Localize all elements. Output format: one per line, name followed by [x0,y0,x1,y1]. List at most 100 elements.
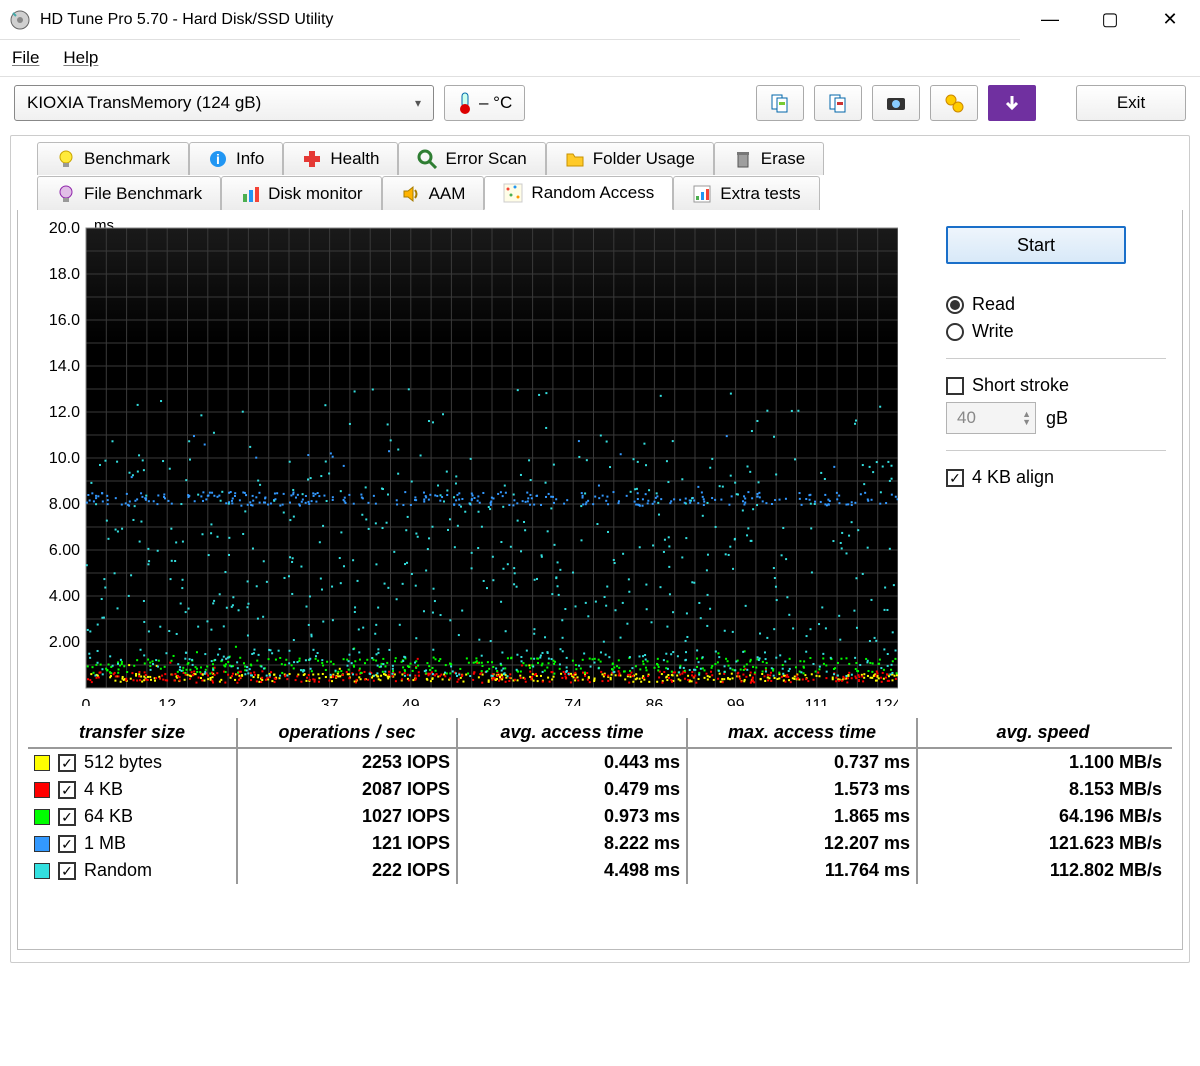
svg-text:0: 0 [82,697,91,706]
row-checkbox[interactable] [58,835,76,853]
row-speed: 121.623 MB/s [918,830,1172,857]
row-speed: 1.100 MB/s [918,749,1172,776]
trash-icon [733,149,753,169]
hdr-avg: avg. access time [458,718,688,747]
copy-info-button[interactable] [756,85,804,121]
window-title: HD Tune Pro 5.70 - Hard Disk/SSD Utility [40,11,1020,29]
svg-text:86: 86 [646,697,664,706]
short-stroke-value[interactable]: 40▲▼ [946,402,1036,434]
hdr-transfer-size: transfer size [28,718,238,747]
svg-text:37: 37 [321,697,339,706]
table-row: 512 bytes 2253 IOPS0.443 ms0.737 ms1.100 … [28,749,1172,776]
tab-aam[interactable]: AAM [382,176,485,210]
tab-erase[interactable]: Erase [714,142,824,175]
close-button[interactable]: ✕ [1140,0,1200,40]
temperature-box: – °C [444,85,525,121]
svg-text:62: 62 [483,697,501,706]
exit-button[interactable]: Exit [1076,85,1186,121]
row-checkbox[interactable] [58,808,76,826]
random-access-chart: ms20.018.016.014.012.010.08.006.004.002.… [28,216,898,706]
tab-row-2: File Benchmark Disk monitor AAM Random A… [17,174,1183,210]
bulb-icon [56,149,76,169]
tests-icon [692,184,712,204]
table-row: 4 KB2087 IOPS0.479 ms1.573 ms8.153 MB/s [28,776,1172,803]
read-radio[interactable]: Read [946,294,1166,315]
tab-disk-monitor[interactable]: Disk monitor [221,176,381,210]
row-ops: 2253 IOPS [238,749,458,776]
series-swatch [34,863,50,879]
thermometer-icon [457,91,473,115]
row-max: 0.737 ms [688,749,918,776]
tab-row-1: Benchmark iInfo Health Error Scan Folder… [17,140,1183,175]
search-icon [417,149,437,169]
radio-icon [946,296,964,314]
main-panel: Benchmark iInfo Health Error Scan Folder… [10,135,1190,963]
series-swatch [34,836,50,852]
menu-file[interactable]: File [12,48,39,68]
controls-zone: Start Read Write Short stroke 40▲▼ gB 4 … [946,216,1172,706]
svg-text:i: i [216,151,220,167]
menubar: File Help [0,40,1200,76]
menu-help[interactable]: Help [63,48,98,68]
tab-benchmark[interactable]: Benchmark [37,142,189,175]
row-label: 64 KB [84,806,133,827]
svg-text:20.0: 20.0 [49,220,80,237]
tab-folder-usage[interactable]: Folder Usage [546,142,714,175]
tab-random-access[interactable]: Random Access [484,176,673,210]
row-label: 4 KB [84,779,123,800]
screenshot-button[interactable] [872,85,920,121]
toolbar: KIOXIA TransMemory (124 gB) ▾ – °C Exit [0,76,1200,129]
short-stroke-check[interactable]: Short stroke [946,375,1166,396]
row-speed: 112.802 MB/s [918,857,1172,884]
info-icon: i [208,149,228,169]
svg-text:111: 111 [805,697,829,706]
row-max: 12.207 ms [688,830,918,857]
hdr-speed: avg. speed [918,718,1172,747]
row-speed: 8.153 MB/s [918,776,1172,803]
device-select-label: KIOXIA TransMemory (124 gB) [27,93,261,113]
svg-text:14.0: 14.0 [49,358,80,375]
row-ops: 222 IOPS [238,857,458,884]
temperature-value: – °C [479,93,512,113]
tab-info[interactable]: iInfo [189,142,283,175]
tab-extra-tests[interactable]: Extra tests [673,176,819,210]
minimize-button[interactable]: — [1020,0,1080,40]
row-avg: 0.479 ms [458,776,688,803]
tab-content: ms20.018.016.014.012.010.08.006.004.002.… [17,210,1183,950]
radio-icon [946,323,964,341]
align-check[interactable]: 4 KB align [946,467,1166,488]
row-max: 1.573 ms [688,776,918,803]
start-button[interactable]: Start [946,226,1126,264]
row-avg: 8.222 ms [458,830,688,857]
table-row: Random222 IOPS4.498 ms11.764 ms112.802 M… [28,857,1172,884]
tab-file-benchmark[interactable]: File Benchmark [37,176,221,210]
svg-text:8.00: 8.00 [49,496,80,513]
tab-error-scan[interactable]: Error Scan [398,142,545,175]
series-swatch [34,755,50,771]
row-checkbox[interactable] [58,862,76,880]
row-speed: 64.196 MB/s [918,803,1172,830]
svg-text:10.0: 10.0 [49,450,80,467]
row-avg: 0.443 ms [458,749,688,776]
hdr-max: max. access time [688,718,918,747]
svg-text:49: 49 [402,697,420,706]
copy-results-button[interactable] [814,85,862,121]
titlebar: HD Tune Pro 5.70 - Hard Disk/SSD Utility… [0,0,1200,40]
maximize-button[interactable]: ▢ [1080,0,1140,40]
row-checkbox[interactable] [58,754,76,772]
svg-text:16.0: 16.0 [49,312,80,329]
svg-text:18.0: 18.0 [49,266,80,283]
row-avg: 4.498 ms [458,857,688,884]
row-ops: 121 IOPS [238,830,458,857]
row-checkbox[interactable] [58,781,76,799]
device-select[interactable]: KIOXIA TransMemory (124 gB) ▾ [14,85,434,121]
row-label: Random [84,860,152,881]
table-row: 1 MB121 IOPS8.222 ms12.207 ms121.623 MB/… [28,830,1172,857]
write-radio[interactable]: Write [946,321,1166,342]
svg-text:12.0: 12.0 [49,404,80,421]
folder-icon [565,149,585,169]
options-button[interactable] [930,85,978,121]
save-button[interactable] [988,85,1036,121]
tab-health[interactable]: Health [283,142,398,175]
row-label: 512 bytes [84,752,162,773]
